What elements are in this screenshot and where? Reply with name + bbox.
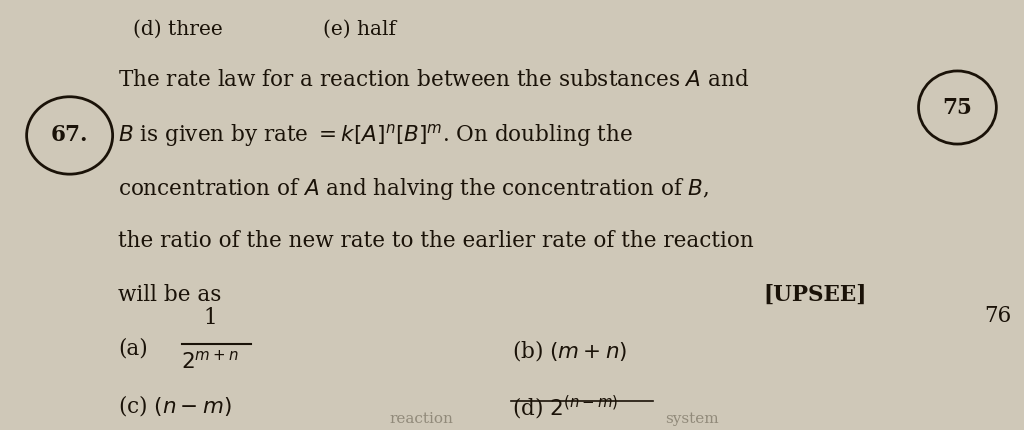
Text: 1: 1: [203, 307, 217, 329]
Text: (a): (a): [118, 338, 147, 359]
Text: (c) $(n - m)$: (c) $(n - m)$: [118, 393, 231, 418]
Text: 76: 76: [984, 305, 1012, 327]
Text: concentration of $A$ and halving the concentration of $B$,: concentration of $A$ and halving the con…: [118, 176, 709, 202]
Text: 75: 75: [942, 96, 973, 119]
Text: [UPSEE]: [UPSEE]: [763, 284, 866, 306]
Text: the ratio of the new rate to the earlier rate of the reaction: the ratio of the new rate to the earlier…: [118, 230, 754, 252]
Text: (d) three: (d) three: [133, 19, 223, 38]
Text: (e) half: (e) half: [323, 19, 395, 38]
Text: (d) $2^{(n-m)}$: (d) $2^{(n-m)}$: [512, 393, 618, 422]
Text: The rate law for a reaction between the substances $A$ and: The rate law for a reaction between the …: [118, 69, 749, 91]
Text: $2^{m+n}$: $2^{m+n}$: [181, 350, 239, 374]
Text: reaction: reaction: [389, 412, 453, 426]
Text: will be as: will be as: [118, 284, 221, 306]
Text: (b) $(m + n)$: (b) $(m + n)$: [512, 338, 628, 362]
Text: $B$ is given by rate $= k[A]^n[B]^m$. On doubling the: $B$ is given by rate $= k[A]^n[B]^m$. On…: [118, 123, 633, 149]
Text: 67.: 67.: [51, 124, 88, 147]
Text: system: system: [666, 412, 719, 426]
